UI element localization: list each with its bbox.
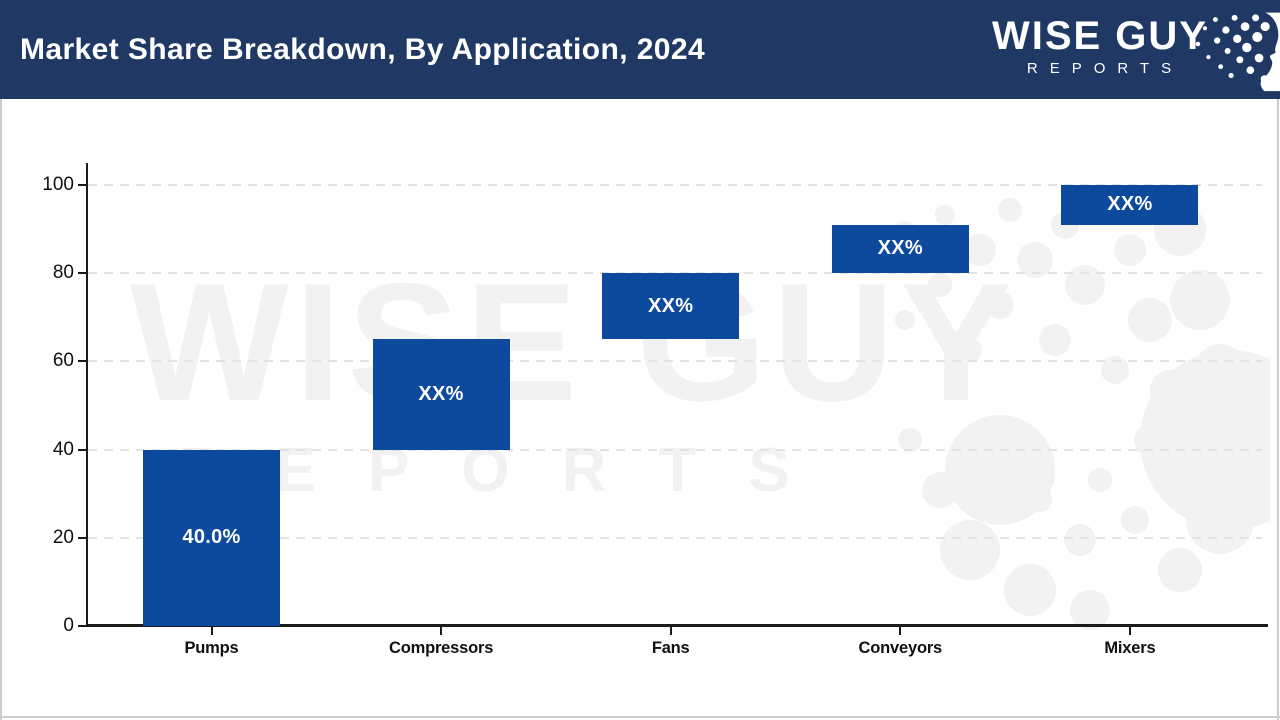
gridline-60 [88,360,1262,363]
y-axis-line [86,163,88,627]
logo: WISE GUY REPORTS [992,14,1208,77]
y-axis-tick-label: 60 [52,350,74,372]
x-axis-category-label: Conveyors [858,639,943,657]
content-border-right [1277,99,1279,720]
x-axis-tick [210,627,213,635]
bar-pumps: 40.0% [143,449,280,626]
x-axis-tick [669,627,672,635]
dotted-face-icon [1195,12,1280,92]
gridline-100 [88,184,1262,186]
page-title: Market Share Breakdown, By Application, … [20,32,706,66]
bar-value-label: XX% [648,294,694,317]
content-border-left [0,99,2,720]
gridline-20 [88,536,1262,539]
y-axis-tick-label: 0 [63,615,74,636]
y-axis-tick-label: 20 [52,526,74,548]
watermark-face-icon [891,198,1270,630]
bar-mixers: XX% [1061,185,1199,225]
bar-conveyors: XX% [831,224,969,274]
y-axis-tick [78,536,86,539]
content-border-bottom [0,716,1280,718]
x-axis-category-label: Compressors [389,639,494,657]
y-axis-tick [78,625,86,627]
gridline-40 [88,448,1262,451]
x-axis-category-label: Pumps [184,639,239,657]
x-axis-tick [440,627,443,635]
bar-value-label: 40.0% [182,526,241,549]
bar-value-label: XX% [877,237,923,260]
logo-wordmark: WISE GUY [991,14,1208,58]
y-axis-tick [78,272,86,275]
x-axis-tick [899,627,902,635]
y-axis-tick [78,360,86,363]
y-axis-tick-label: 40 [52,438,74,460]
x-axis-category-label: Mixers [1104,639,1156,657]
x-axis-tick [1128,627,1131,635]
y-axis-tick [78,448,86,451]
bar-compressors: XX% [372,339,510,450]
bar-value-label: XX% [1107,193,1153,216]
y-axis-tick [78,184,86,186]
header: Market Share Breakdown, By Application, … [0,0,1280,99]
x-axis-line [86,624,1268,627]
y-axis-tick-label: 100 [42,174,74,195]
logo-subtitle: REPORTS [1026,60,1184,77]
bar-value-label: XX% [418,382,464,405]
bar-fans: XX% [602,273,740,340]
y-axis-tick-label: 80 [52,262,74,284]
x-axis-category-label: Fans [651,639,690,657]
